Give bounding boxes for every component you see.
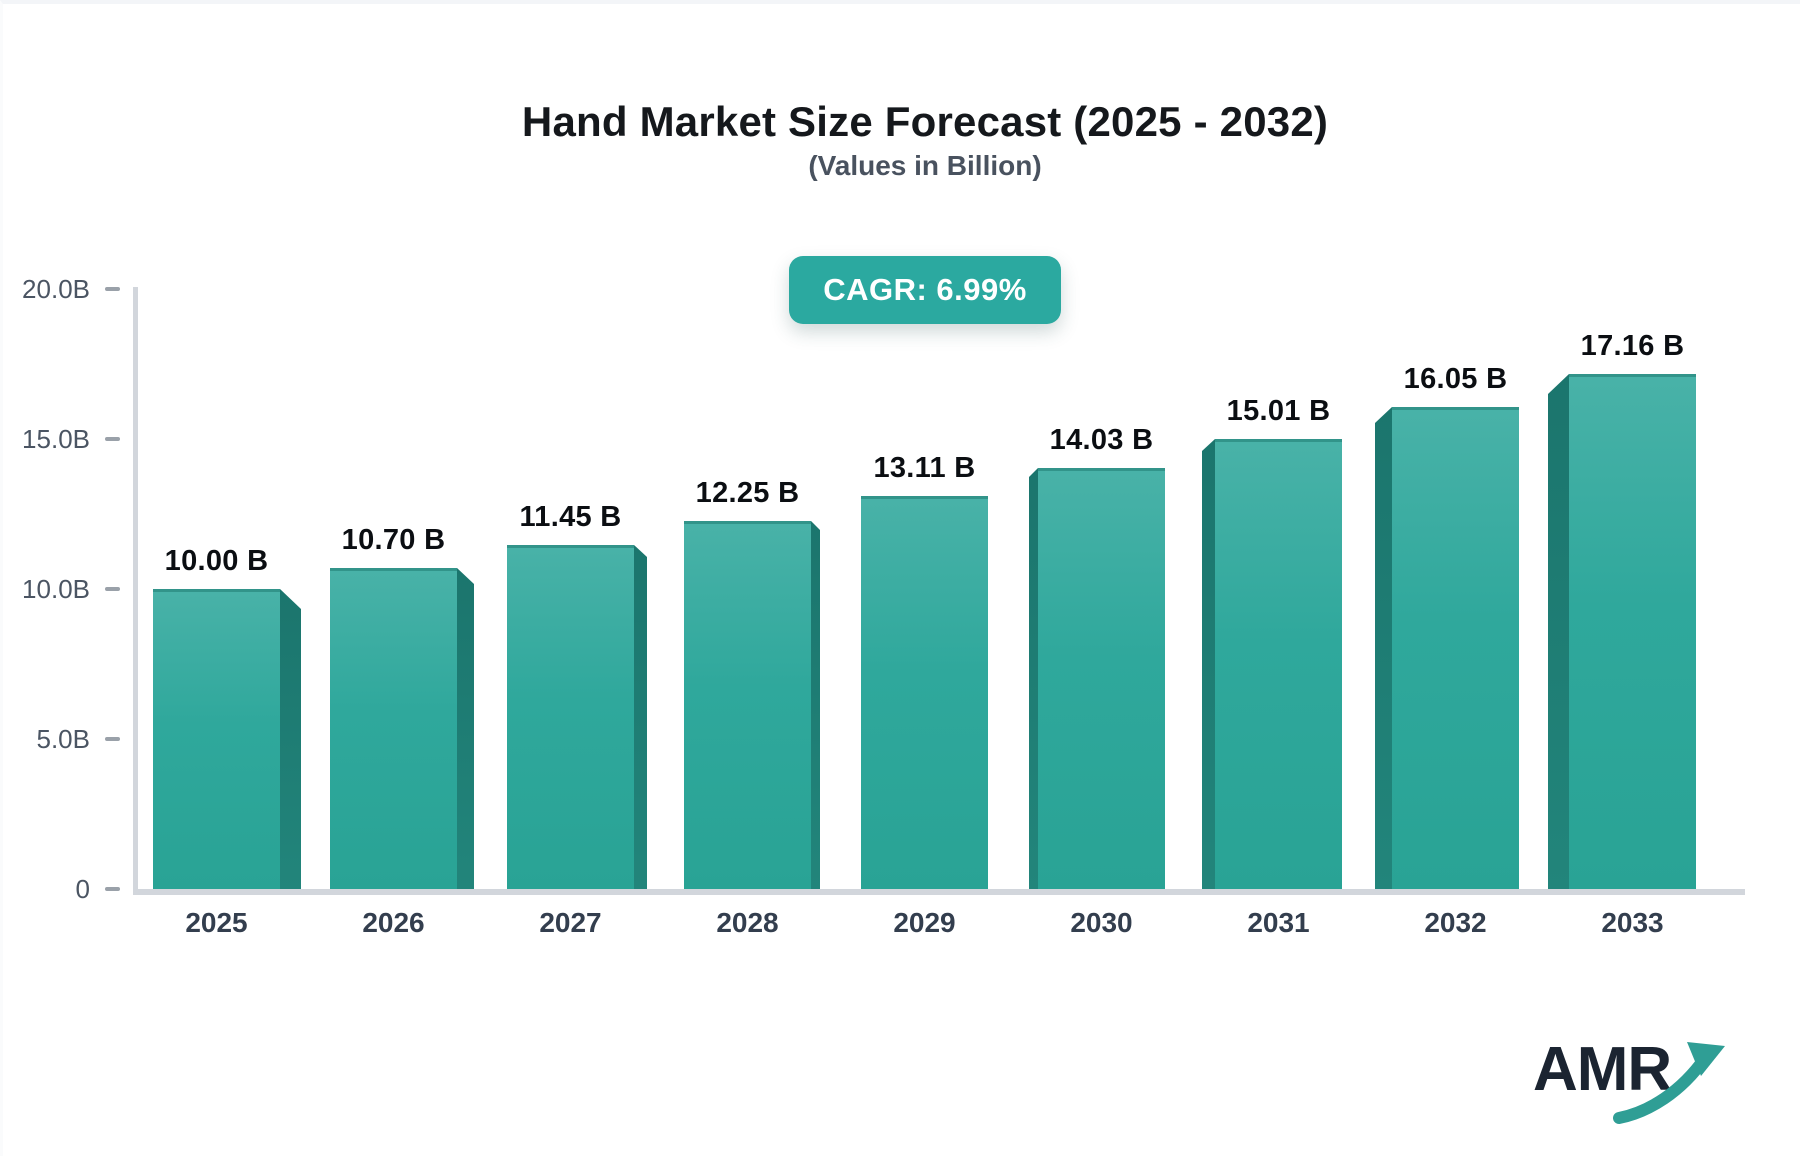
- bar-2028-face: [684, 521, 811, 889]
- bar-value-label: 10.70 B: [341, 524, 446, 556]
- bar-2026-face: [330, 568, 457, 889]
- bar-value-label: 17.16 B: [1580, 330, 1685, 362]
- x-axis-label-2026: 2026: [362, 907, 425, 938]
- bar-2033-face: [1569, 374, 1696, 889]
- bar-value-label: 14.03 B: [1049, 424, 1154, 456]
- bar-value-label: 13.11 B: [873, 452, 976, 484]
- chart-title: Hand Market Size Forecast (2025 - 2032): [521, 98, 1329, 145]
- x-axis-label-2032: 2032: [1424, 907, 1487, 938]
- y-tick-dash: [105, 737, 120, 741]
- bar-2026-side-face: [457, 568, 474, 889]
- y-tick-dash: [105, 887, 120, 891]
- x-axis-label-2029: 2029: [893, 907, 956, 938]
- bar-2028-side-face: [811, 521, 820, 889]
- x-axis-label-2031: 2031: [1247, 907, 1310, 938]
- bar-value-label: 10.00 B: [164, 545, 269, 577]
- bar-2025-face: [153, 589, 280, 889]
- bar-value-label: 15.01 B: [1226, 395, 1331, 427]
- amr-logo-text: AMR: [1533, 1035, 1672, 1104]
- bar-2031-side-face: [1202, 439, 1215, 889]
- y-tick-label: 0: [75, 874, 90, 904]
- bar-value-label: 11.45 B: [519, 501, 622, 533]
- x-axis-label-2028: 2028: [716, 907, 779, 938]
- bar-2033-side-face: [1548, 374, 1569, 889]
- x-axis-label-2027: 2027: [539, 907, 602, 938]
- amr-logo: AMR: [1527, 1026, 1797, 1136]
- bar-value-label: 16.05 B: [1403, 363, 1508, 395]
- bar-chart-plot-area: 10.00 B 2025 10.70 B 2026 11.45 B 2027 12.25 B…: [3, 4, 1800, 1156]
- bar-2030-face: [1038, 468, 1165, 889]
- y-axis-line: [133, 287, 138, 894]
- y-tick-label: 10.0B: [22, 574, 90, 604]
- bar-2025-side-face: [280, 589, 301, 889]
- bar-2032-face: [1392, 407, 1519, 889]
- bar-2030-side-face: [1029, 468, 1038, 889]
- bar-value-label: 12.25 B: [695, 477, 800, 509]
- bar-2032-side-face: [1375, 407, 1392, 889]
- cagr-badge-row: CAGR: 6.99%: [25, 256, 1800, 324]
- y-tick-dash: [105, 287, 120, 291]
- cagr-badge: CAGR: 6.99%: [789, 256, 1061, 324]
- bar-2027-face: [507, 545, 634, 889]
- y-tick-dash: [105, 437, 120, 441]
- x-axis-label-2030: 2030: [1070, 907, 1133, 938]
- bar-2027-side-face: [634, 545, 647, 889]
- x-axis-label-2033: 2033: [1601, 907, 1664, 938]
- growth-arrow-icon: [1613, 1042, 1725, 1124]
- y-tick-dash: [105, 587, 120, 591]
- bar-2031-face: [1215, 439, 1342, 889]
- x-axis-line: [133, 889, 1745, 895]
- bar-2029-face: [861, 496, 988, 889]
- chart-subtitle: (Values in Billion): [808, 150, 1042, 181]
- y-tick-label: 5.0B: [36, 724, 91, 754]
- y-tick-label: 15.0B: [22, 424, 90, 454]
- y-tick-label: 20.0B: [22, 274, 90, 304]
- x-axis-label-2025: 2025: [185, 907, 248, 938]
